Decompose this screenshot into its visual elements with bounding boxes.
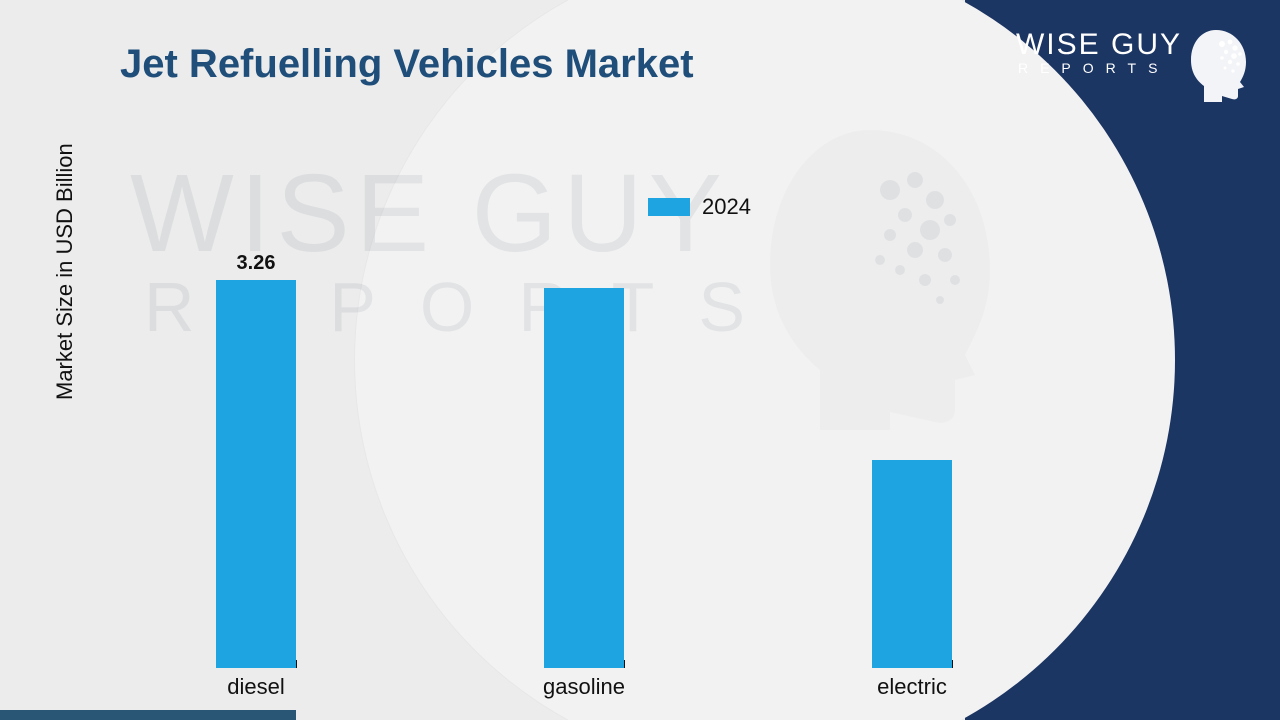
legend: 2024: [648, 194, 751, 220]
bottom-accent-bar: [0, 710, 296, 720]
x-tick: [624, 660, 625, 668]
x-label-electric: electric: [877, 674, 947, 700]
legend-label: 2024: [702, 194, 751, 220]
canvas: WISE GUY REPORTS Jet Refuelling Vehicles…: [0, 0, 1280, 720]
bar-gasoline: [544, 288, 624, 668]
bar-value-label: 3.26: [216, 252, 296, 275]
legend-swatch: [648, 198, 690, 216]
y-axis-label: Market Size in USD Billion: [52, 143, 78, 400]
x-tick: [952, 660, 953, 668]
brand-logo-line1: WISE GUY: [1016, 28, 1182, 62]
bars-container: 3.26: [160, 240, 1020, 668]
chart-title: Jet Refuelling Vehicles Market: [120, 42, 694, 87]
x-tick: [296, 660, 297, 668]
brand-logo-text: WISE GUY REPORTS: [1016, 28, 1182, 76]
brand-logo: WISE GUY REPORTS: [1016, 28, 1250, 102]
brand-logo-line2: REPORTS: [1016, 60, 1182, 76]
bar-electric: [872, 460, 952, 668]
x-axis: diesel gasoline electric: [160, 668, 1020, 698]
bar-diesel: 3.26: [216, 280, 296, 668]
x-label-gasoline: gasoline: [543, 674, 625, 700]
x-label-diesel: diesel: [227, 674, 284, 700]
bar-chart: 3.26: [160, 240, 1020, 668]
brand-head-icon: [1188, 28, 1250, 102]
